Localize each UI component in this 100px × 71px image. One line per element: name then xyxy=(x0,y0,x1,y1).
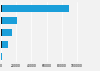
Bar xyxy=(1,5,2,12)
Bar xyxy=(1,17,2,24)
Bar xyxy=(1,5,69,12)
Bar xyxy=(1,29,12,36)
Bar xyxy=(1,29,2,36)
Bar xyxy=(1,17,17,24)
Bar xyxy=(1,53,2,60)
Bar xyxy=(1,41,8,48)
Bar xyxy=(1,41,2,48)
